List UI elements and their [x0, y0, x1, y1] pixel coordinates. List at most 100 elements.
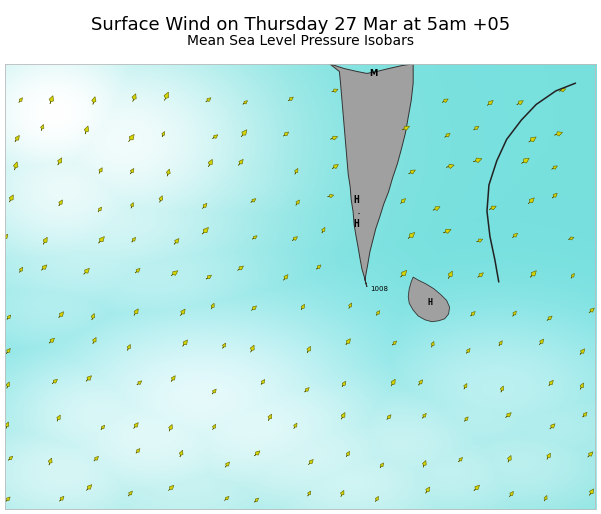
Polygon shape — [473, 158, 482, 162]
Polygon shape — [162, 132, 165, 137]
Polygon shape — [59, 311, 64, 318]
Polygon shape — [513, 233, 517, 237]
Polygon shape — [127, 344, 130, 351]
Polygon shape — [268, 414, 272, 420]
Polygon shape — [376, 497, 379, 502]
Polygon shape — [341, 490, 344, 497]
Polygon shape — [9, 195, 13, 202]
Polygon shape — [426, 487, 430, 493]
Polygon shape — [380, 463, 383, 468]
Polygon shape — [19, 267, 23, 272]
Polygon shape — [552, 193, 557, 198]
Polygon shape — [409, 170, 415, 174]
Polygon shape — [254, 451, 260, 456]
Polygon shape — [132, 237, 136, 242]
Polygon shape — [522, 158, 529, 163]
Polygon shape — [464, 383, 467, 389]
Polygon shape — [252, 236, 257, 239]
Polygon shape — [128, 491, 132, 496]
Polygon shape — [474, 485, 480, 491]
Polygon shape — [52, 379, 58, 384]
Polygon shape — [43, 237, 47, 244]
Polygon shape — [19, 98, 22, 103]
Polygon shape — [212, 135, 218, 139]
Polygon shape — [305, 388, 310, 392]
Polygon shape — [510, 491, 513, 497]
Polygon shape — [99, 236, 105, 243]
Polygon shape — [171, 271, 178, 276]
Polygon shape — [93, 337, 96, 344]
Polygon shape — [202, 227, 209, 234]
Polygon shape — [400, 270, 407, 277]
Polygon shape — [331, 136, 338, 140]
Polygon shape — [56, 415, 60, 421]
Polygon shape — [549, 380, 554, 386]
Polygon shape — [446, 164, 454, 169]
Polygon shape — [239, 159, 243, 166]
Polygon shape — [508, 455, 511, 462]
Polygon shape — [580, 349, 585, 355]
Polygon shape — [130, 203, 133, 208]
Polygon shape — [513, 311, 516, 316]
Polygon shape — [349, 303, 352, 308]
Polygon shape — [91, 314, 95, 320]
Polygon shape — [301, 304, 305, 310]
Polygon shape — [241, 130, 247, 137]
Polygon shape — [466, 348, 470, 354]
Polygon shape — [133, 423, 138, 429]
Polygon shape — [7, 315, 11, 320]
Polygon shape — [213, 424, 216, 430]
Polygon shape — [402, 126, 410, 130]
Polygon shape — [179, 450, 183, 457]
Polygon shape — [499, 341, 502, 346]
Polygon shape — [341, 413, 345, 419]
Polygon shape — [552, 166, 557, 169]
Polygon shape — [94, 456, 99, 461]
Polygon shape — [547, 316, 552, 321]
Text: H: H — [353, 219, 359, 229]
Polygon shape — [529, 137, 536, 142]
Text: 1008: 1008 — [370, 286, 388, 292]
Polygon shape — [203, 203, 207, 209]
Polygon shape — [135, 268, 140, 273]
Polygon shape — [342, 381, 346, 387]
Polygon shape — [136, 449, 140, 453]
Polygon shape — [237, 266, 243, 270]
Polygon shape — [137, 381, 142, 385]
Polygon shape — [423, 461, 426, 467]
Polygon shape — [550, 424, 555, 429]
Polygon shape — [294, 423, 297, 429]
Polygon shape — [15, 135, 19, 142]
Polygon shape — [251, 306, 257, 310]
Polygon shape — [448, 271, 453, 279]
Polygon shape — [222, 343, 226, 348]
Polygon shape — [174, 238, 179, 244]
Polygon shape — [283, 132, 288, 136]
Polygon shape — [571, 273, 575, 279]
Polygon shape — [101, 425, 105, 430]
Polygon shape — [164, 92, 168, 100]
Polygon shape — [517, 101, 523, 105]
Polygon shape — [212, 389, 216, 394]
Polygon shape — [478, 273, 483, 278]
Polygon shape — [554, 132, 563, 136]
Polygon shape — [87, 485, 92, 490]
Polygon shape — [560, 88, 566, 92]
Polygon shape — [206, 275, 212, 279]
Polygon shape — [59, 200, 63, 206]
Polygon shape — [590, 489, 594, 495]
Polygon shape — [582, 412, 587, 417]
Text: M: M — [370, 69, 378, 78]
Polygon shape — [332, 89, 338, 93]
Polygon shape — [48, 458, 52, 465]
Polygon shape — [99, 168, 102, 174]
Polygon shape — [423, 413, 426, 418]
Polygon shape — [332, 164, 338, 169]
Polygon shape — [134, 309, 138, 316]
Polygon shape — [544, 495, 547, 501]
Polygon shape — [284, 274, 288, 280]
Polygon shape — [261, 379, 265, 384]
Polygon shape — [296, 200, 299, 206]
Polygon shape — [580, 383, 584, 390]
Polygon shape — [539, 339, 544, 345]
